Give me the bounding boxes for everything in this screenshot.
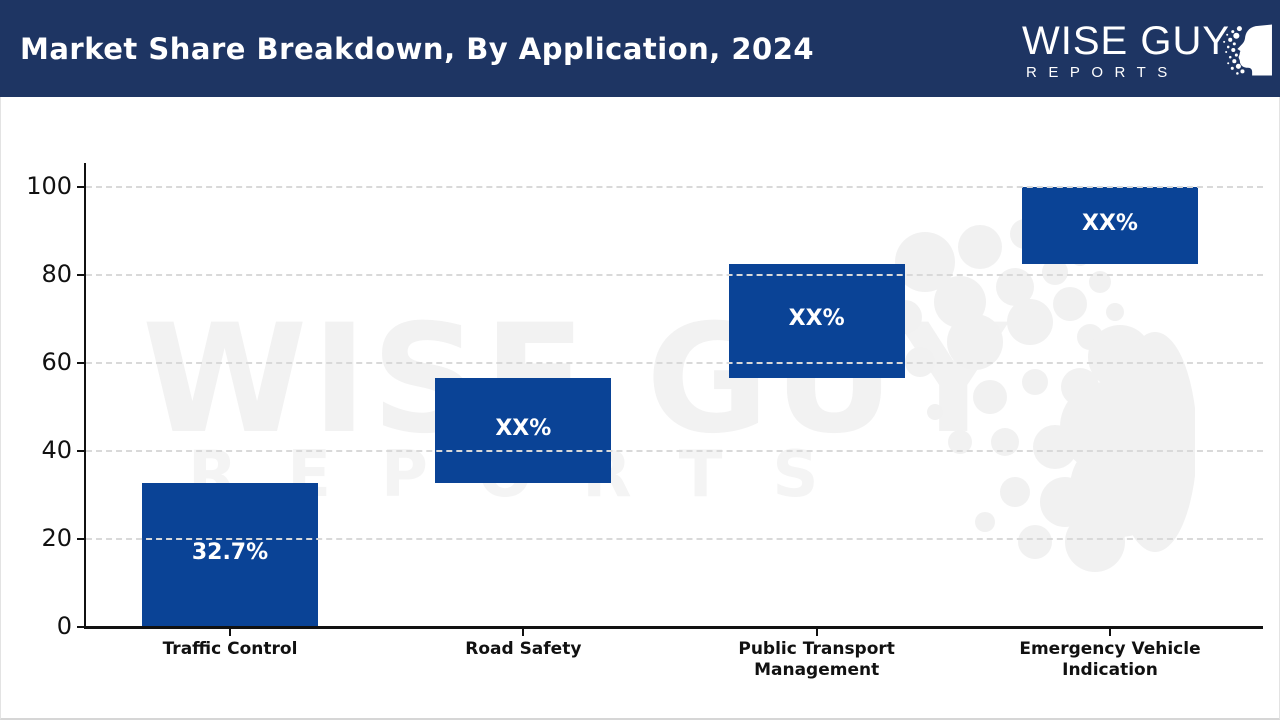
y-tick-label: 100 bbox=[26, 172, 72, 200]
header-banner: Market Share Breakdown, By Application, … bbox=[0, 0, 1280, 97]
x-category-label: Traffic Control bbox=[162, 639, 298, 659]
bar-label: 32.7% bbox=[191, 540, 269, 566]
bar-label: XX% bbox=[788, 306, 845, 332]
bar-label: XX% bbox=[1082, 210, 1138, 236]
logo-text: WISE GUY REPORTS bbox=[1022, 20, 1230, 81]
y-tick bbox=[77, 362, 84, 364]
y-tick bbox=[77, 186, 84, 188]
y-tick-label: 80 bbox=[41, 260, 72, 288]
logo-wordmark: WISE GUY bbox=[1022, 18, 1231, 63]
grid-line bbox=[86, 538, 1263, 540]
y-axis-line bbox=[84, 163, 86, 629]
x-tick bbox=[522, 629, 525, 636]
x-tick bbox=[1108, 629, 1111, 636]
x-axis-line bbox=[84, 626, 1263, 629]
y-tick-label: 20 bbox=[41, 524, 72, 552]
grid-line bbox=[86, 450, 1263, 452]
bar bbox=[1021, 187, 1198, 264]
logo-subtitle: REPORTS bbox=[1026, 63, 1179, 81]
bar bbox=[435, 378, 612, 484]
grid-line bbox=[86, 274, 1263, 276]
bar bbox=[728, 264, 905, 379]
x-category-label: Public Transport Management bbox=[738, 639, 895, 680]
wiseguy-logo: WISE GUY REPORTS bbox=[1022, 6, 1272, 94]
y-tick bbox=[77, 450, 84, 452]
grid-line bbox=[86, 186, 1263, 188]
bar bbox=[142, 483, 318, 627]
x-tick bbox=[229, 629, 231, 636]
page-title: Market Share Breakdown, By Application, … bbox=[20, 31, 815, 66]
x-category-label: Road Safety bbox=[465, 639, 582, 659]
y-tick bbox=[77, 274, 84, 276]
grid-line bbox=[86, 362, 1263, 364]
y-tick-label: 60 bbox=[41, 348, 72, 376]
logo-head-icon bbox=[1223, 24, 1272, 76]
y-tick-label: 40 bbox=[41, 436, 72, 464]
x-category-label: Emergency Vehicle Indication bbox=[1019, 639, 1201, 680]
y-tick-label: 0 bbox=[56, 612, 72, 640]
y-tick bbox=[77, 626, 84, 628]
y-tick bbox=[77, 538, 84, 540]
bar-label: XX% bbox=[495, 415, 552, 441]
x-tick bbox=[815, 629, 818, 636]
